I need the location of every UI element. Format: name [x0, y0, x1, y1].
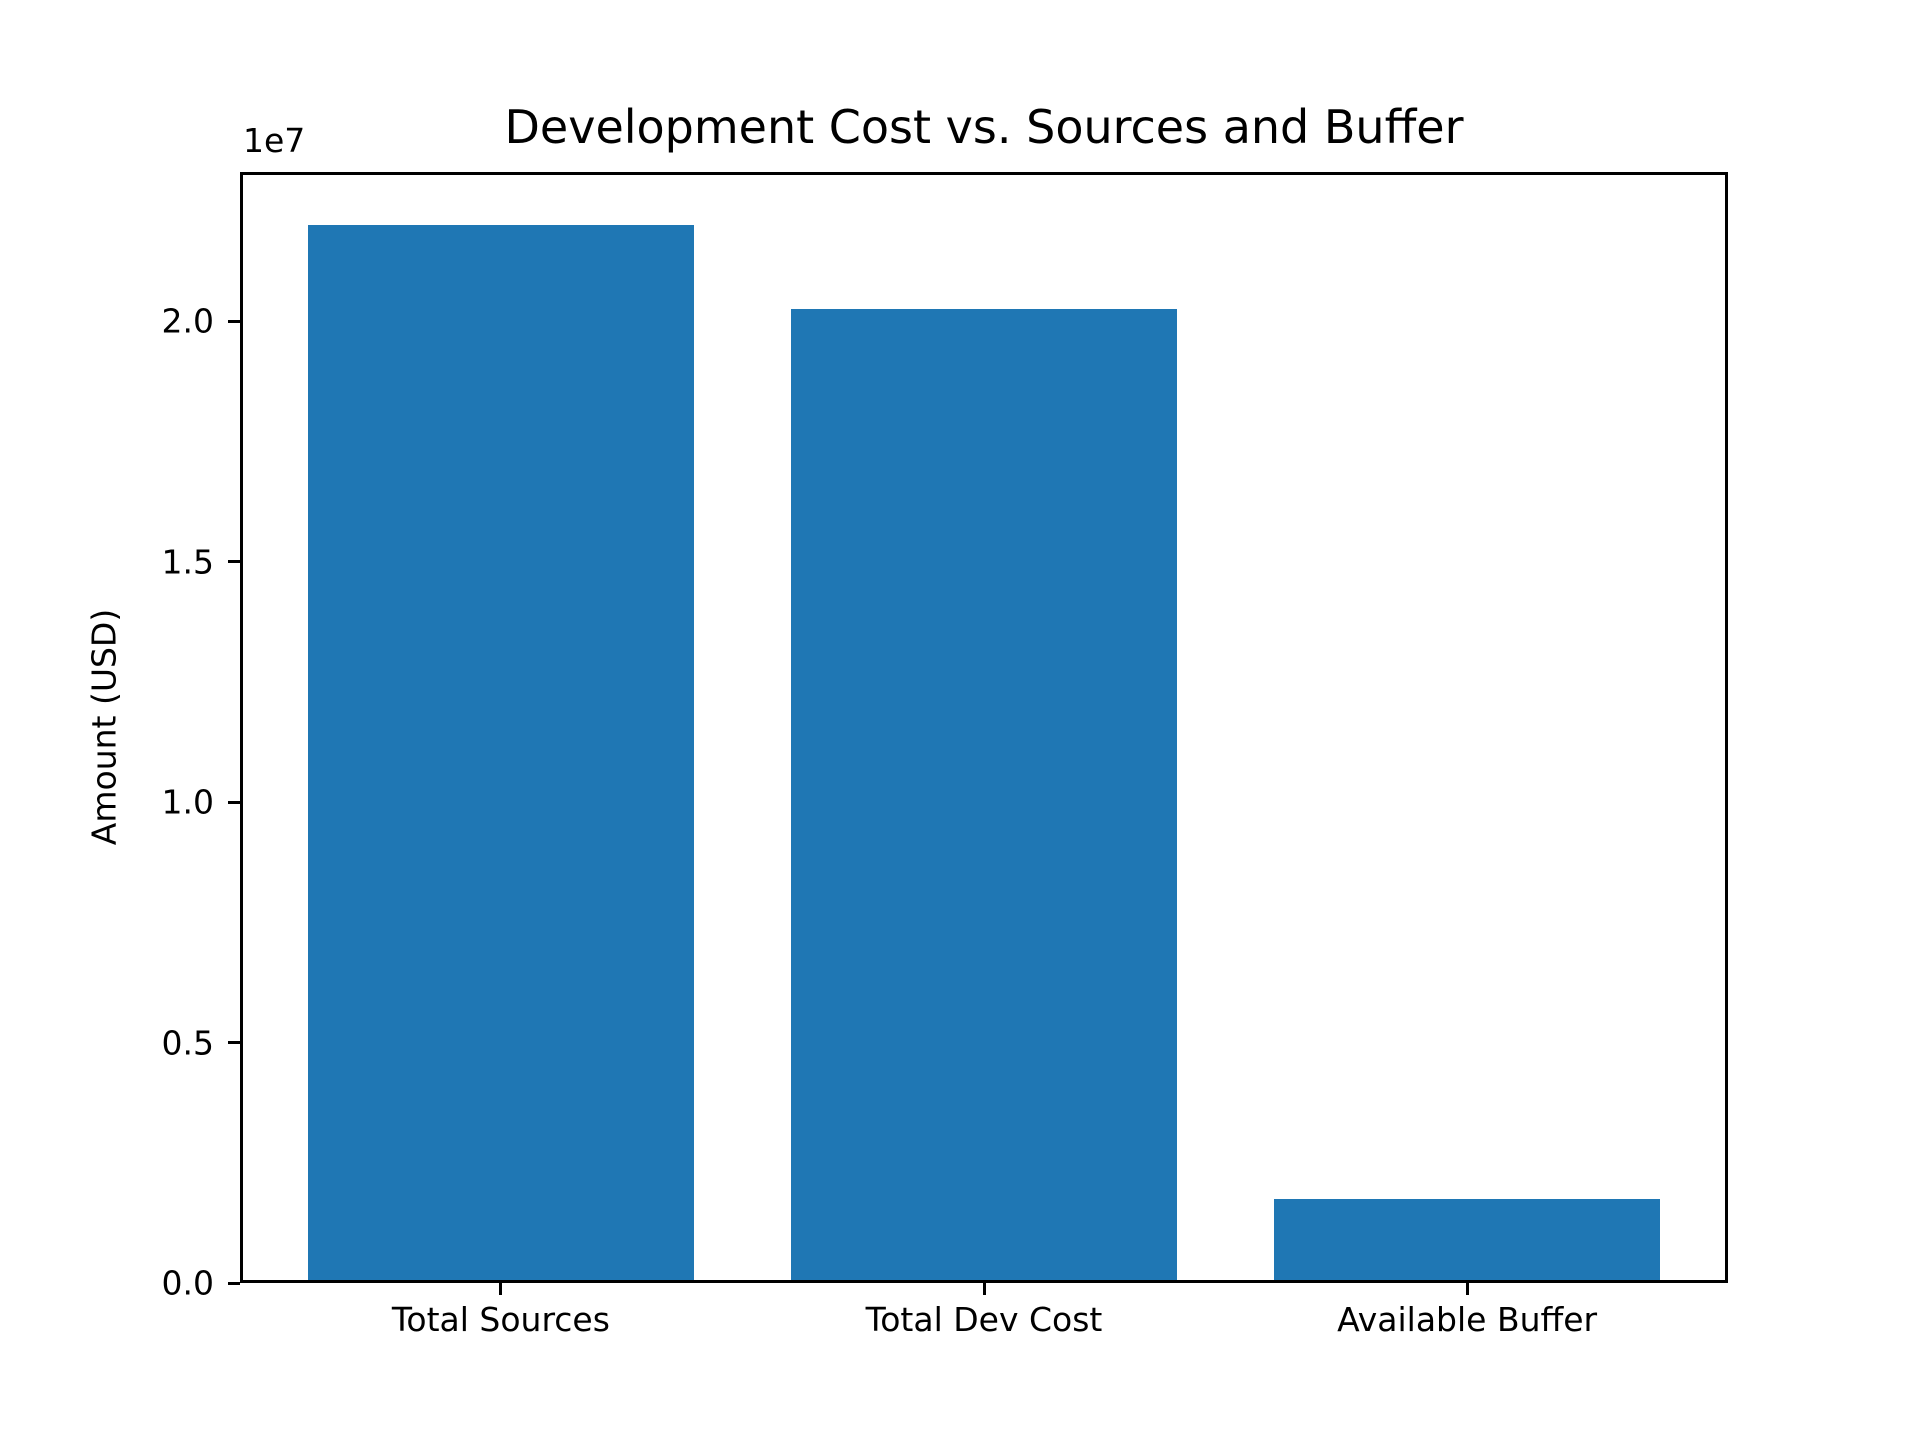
x-tick-label-total-dev-cost: Total Dev Cost: [865, 1300, 1103, 1339]
x-tick-label-available-buffer: Available Buffer: [1337, 1300, 1598, 1339]
x-tick-label-total-sources: Total Sources: [391, 1300, 610, 1339]
bar-total-sources: [307, 224, 695, 1283]
bar-available-buffer: [1273, 1198, 1661, 1283]
x-tick-mark-total-dev-cost: [982, 1283, 986, 1295]
y-tick-mark-2.0: [228, 319, 240, 323]
y-tick-label-2.0: 2.0: [161, 301, 214, 341]
y-tick-mark-1.5: [228, 560, 240, 564]
x-tick-mark-available-buffer: [1465, 1283, 1469, 1295]
plot-area: [240, 172, 1728, 1283]
y-tick-label-0.5: 0.5: [161, 1023, 214, 1063]
y-tick-mark-1.0: [228, 800, 240, 804]
y-axis-offset-label: 1e7: [243, 121, 306, 160]
y-tick-mark-0.5: [228, 1041, 240, 1045]
bar-total-dev-cost: [790, 309, 1178, 1283]
y-tick-mark-0.0: [228, 1281, 240, 1285]
y-tick-label-1.0: 1.0: [161, 782, 214, 822]
y-tick-label-1.5: 1.5: [161, 542, 214, 582]
chart-title: Development Cost vs. Sources and Buffer: [504, 100, 1464, 154]
x-tick-mark-total-sources: [499, 1283, 503, 1295]
y-tick-label-0.0: 0.0: [161, 1263, 214, 1303]
